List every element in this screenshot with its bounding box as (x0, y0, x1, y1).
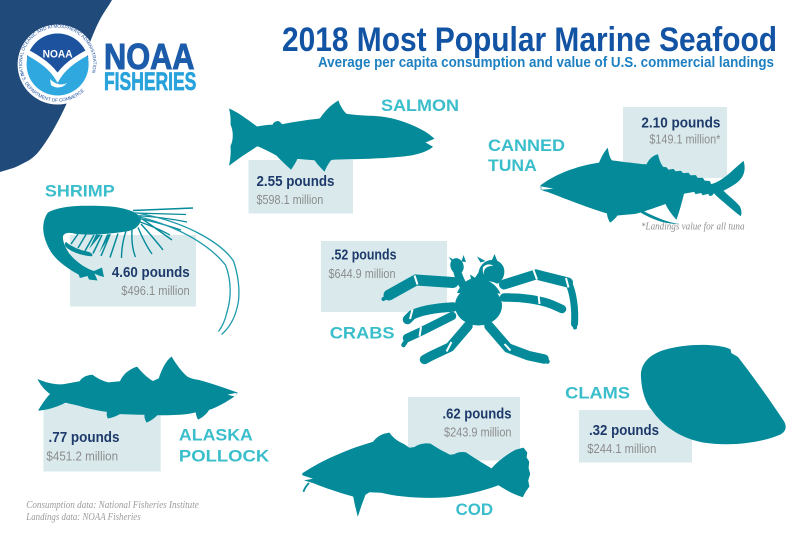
svg-text:.52 pounds: .52 pounds (331, 246, 397, 263)
svg-text:CLAMS: CLAMS (565, 385, 630, 403)
svg-text:$598.1 million: $598.1 million (257, 193, 324, 207)
svg-text:2.10 pounds: 2.10 pounds (641, 115, 720, 132)
svg-text:Consumption data: National Fis: Consumption data: National Fisheries Ins… (26, 499, 199, 511)
svg-text:2018 Most Popular Marine Seafo: 2018 Most Popular Marine Seafood (282, 21, 777, 59)
svg-text:POLLOCK: POLLOCK (179, 448, 269, 466)
svg-text:$496.1 million: $496.1 million (121, 284, 189, 298)
svg-text:.77 pounds: .77 pounds (49, 429, 120, 446)
svg-text:$644.9 million: $644.9 million (329, 267, 396, 281)
svg-text:NOAA: NOAA (104, 36, 195, 77)
svg-text:.32 pounds: .32 pounds (589, 422, 659, 439)
svg-text:Average per capita consumption: Average per capita consumption and value… (318, 54, 774, 71)
svg-text:$149.1 million*: $149.1 million* (649, 133, 720, 147)
svg-text:.62 pounds: .62 pounds (443, 406, 512, 423)
svg-text:TUNA: TUNA (488, 157, 537, 175)
svg-text:SHRIMP: SHRIMP (45, 182, 115, 200)
svg-text:4.60 pounds: 4.60 pounds (112, 264, 190, 281)
svg-text:2.55 pounds: 2.55 pounds (257, 173, 335, 190)
svg-text:$244.1 million: $244.1 million (587, 442, 656, 456)
svg-text:Landings data: NOAA Fisheries: Landings data: NOAA Fisheries (25, 511, 140, 523)
svg-text:ALASKA: ALASKA (179, 426, 253, 444)
svg-text:FISHERIES: FISHERIES (104, 69, 196, 96)
svg-text:NOAA: NOAA (43, 49, 73, 61)
svg-text:$243.9 million: $243.9 million (444, 425, 512, 439)
svg-text:$451.2 million: $451.2 million (46, 449, 118, 463)
svg-text:CRABS: CRABS (330, 325, 395, 343)
svg-text:CANNED: CANNED (488, 137, 565, 155)
svg-text:SALMON: SALMON (381, 97, 459, 115)
svg-text:COD: COD (456, 501, 494, 519)
svg-text:*Landings value for all tuna: *Landings value for all tuna (641, 222, 745, 233)
